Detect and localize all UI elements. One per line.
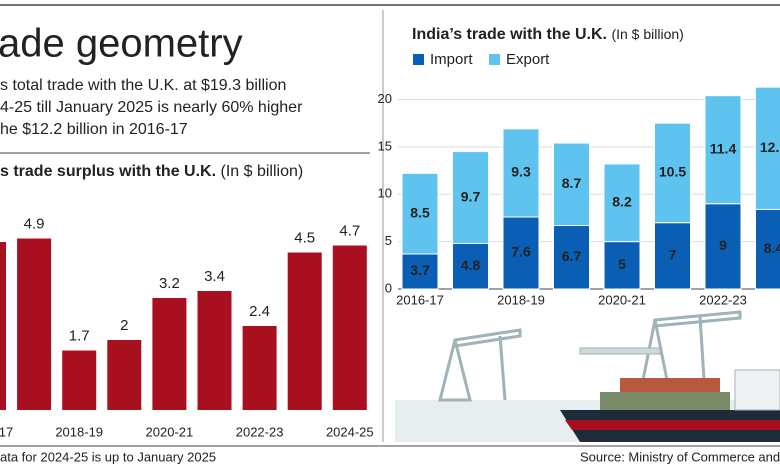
x-tick-label: 2022-23 [236, 424, 284, 439]
x-tick-label: 2016-17 [396, 292, 444, 307]
value-label: 8.7 [562, 175, 582, 191]
bar-segment [704, 95, 742, 205]
bar-segment [452, 243, 489, 290]
y-tick-label: 15 [378, 138, 392, 153]
bar [0, 242, 6, 410]
value-label: 5 [618, 256, 626, 272]
value-label: 4.9 [24, 215, 45, 232]
bar-segment [553, 225, 590, 290]
intro-line: he $12.2 billion in 2016-17 [0, 121, 188, 138]
value-label: 11.4 [710, 140, 737, 156]
chart-title: s trade surplus with the U.K. (In $ bill… [0, 163, 303, 180]
bar-segment [704, 203, 742, 290]
value-label: 8.5 [410, 204, 430, 220]
intro-line: 4-25 till January 2025 is nearly 60% hig… [0, 99, 303, 116]
value-label: 2 [120, 317, 128, 334]
value-label: 7.6 [511, 244, 531, 260]
bar [197, 291, 232, 410]
y-tick-label: 0 [385, 280, 392, 295]
value-label: 8.2 [612, 193, 632, 209]
value-label: 2.4 [249, 303, 270, 320]
value-label: 4.7 [339, 222, 360, 239]
title: s trade surplus with the U.K. [0, 163, 216, 180]
bar [17, 238, 52, 410]
value-label: 12.9 [760, 139, 780, 155]
bar-segment [401, 253, 439, 290]
y-tick-label: 10 [378, 186, 392, 201]
value-label: 4.8 [461, 257, 481, 273]
headline: ade geometry [0, 22, 243, 66]
title: India’s trade with the U.K. [412, 26, 607, 43]
bar-segment [654, 122, 691, 224]
value-label: 4.5 [294, 229, 315, 246]
subtitle: (In $ billion) [611, 26, 683, 42]
bar-segment [553, 142, 590, 227]
bar [62, 350, 97, 410]
intro-line: s total trade with the U.K. at $19.3 bil… [0, 77, 286, 94]
bar-segment [603, 163, 641, 243]
value-label: 6.7 [562, 248, 582, 264]
value-label: 1.7 [69, 327, 90, 344]
y-tick-label: 20 [378, 91, 392, 106]
bar-segment [502, 216, 540, 290]
x-tick-label: 2020-21 [598, 292, 646, 307]
x-tick-label: 2018-19 [55, 424, 103, 439]
value-label: 8.4 [764, 240, 780, 256]
x-tick-label: 2022-23 [699, 292, 747, 307]
value-label: 3.2 [159, 275, 180, 292]
bar-segment [755, 86, 780, 210]
value-label: 10.5 [659, 164, 686, 180]
legend-swatch [489, 54, 500, 65]
value-label: 3.4 [204, 268, 225, 285]
x-tick-label: 2020-21 [146, 424, 194, 439]
bar [332, 245, 367, 410]
subtitle: (In $ billion) [220, 163, 303, 180]
bar-segment [603, 241, 641, 290]
source: Source: Ministry of Commerce and [580, 449, 780, 464]
value-label: 9.7 [461, 188, 481, 204]
legend-label: Export [506, 51, 550, 68]
bar [152, 298, 187, 410]
bar-segment [502, 128, 540, 218]
legend-swatch [413, 54, 424, 65]
value-label: 9 [719, 237, 727, 253]
bar [287, 252, 322, 410]
bar [107, 340, 142, 410]
value-label: 3.7 [410, 262, 430, 278]
x-tick-label: 17 [0, 424, 13, 439]
chart-title: India’s trade with the U.K. (In $ billio… [412, 26, 684, 44]
bar-segment [401, 172, 439, 255]
value-label: 7 [669, 247, 677, 263]
port-illustration [395, 310, 780, 442]
y-tick-label: 5 [385, 233, 392, 248]
legend-label: Import [430, 51, 473, 68]
value-label: 9.3 [511, 164, 531, 180]
bar-segment [452, 151, 489, 245]
footnote: ata for 2024-25 is up to January 2025 [0, 449, 216, 464]
x-tick-label: 2024-25 [326, 424, 374, 439]
x-tick-label: 2018-19 [497, 292, 545, 307]
bar [242, 326, 277, 410]
